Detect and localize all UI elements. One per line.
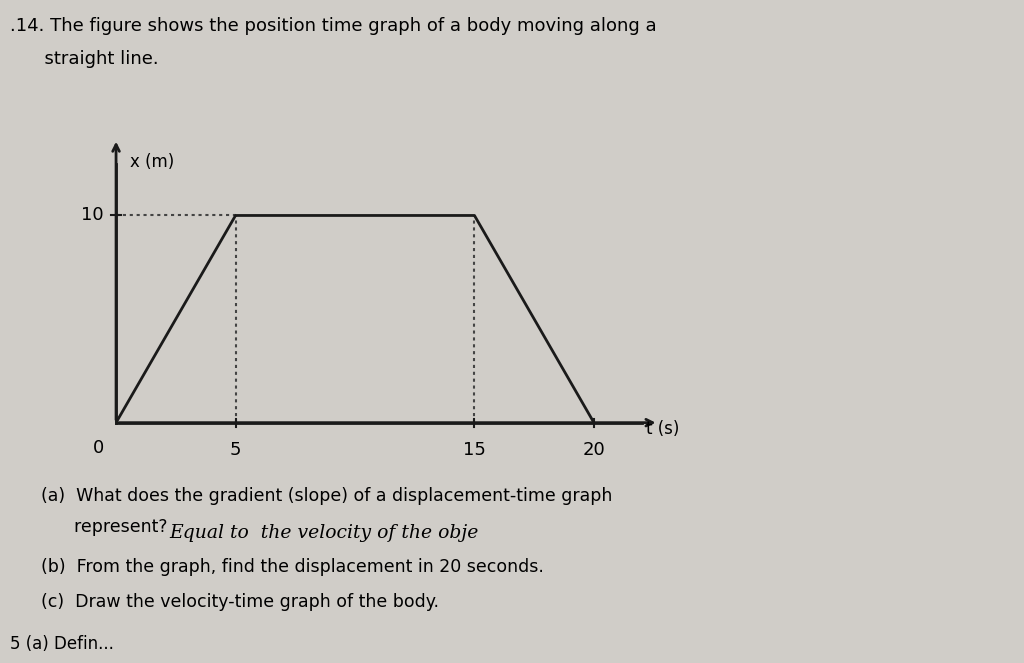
Text: t (s): t (s) [646,420,680,438]
Text: x (m): x (m) [130,153,175,171]
Text: represent?: represent? [41,518,173,536]
Text: .14. The figure shows the position time graph of a body moving along a: .14. The figure shows the position time … [10,17,656,34]
Text: (a)  What does the gradient (slope) of a displacement-time graph: (a) What does the gradient (slope) of a … [41,487,612,505]
Text: 0: 0 [93,439,104,457]
Text: (b)  From the graph, find the displacement in 20 seconds.: (b) From the graph, find the displacemen… [41,558,544,576]
Text: 5: 5 [229,442,242,459]
Text: 10: 10 [82,206,104,225]
Text: 20: 20 [583,442,605,459]
Text: 5 (a) Defin...: 5 (a) Defin... [10,635,114,653]
Text: (c)  Draw the velocity-time graph of the body.: (c) Draw the velocity-time graph of the … [41,593,439,611]
Text: 15: 15 [463,442,486,459]
Text: straight line.: straight line. [10,50,159,68]
Text: Equal to  the velocity of the obje: Equal to the velocity of the obje [169,524,478,542]
